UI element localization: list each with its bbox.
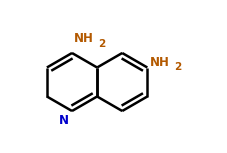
Text: 2: 2 — [98, 39, 105, 49]
Text: NH: NH — [150, 56, 170, 69]
Text: N: N — [59, 114, 69, 127]
Text: 2: 2 — [174, 62, 182, 71]
Text: NH: NH — [74, 32, 94, 45]
